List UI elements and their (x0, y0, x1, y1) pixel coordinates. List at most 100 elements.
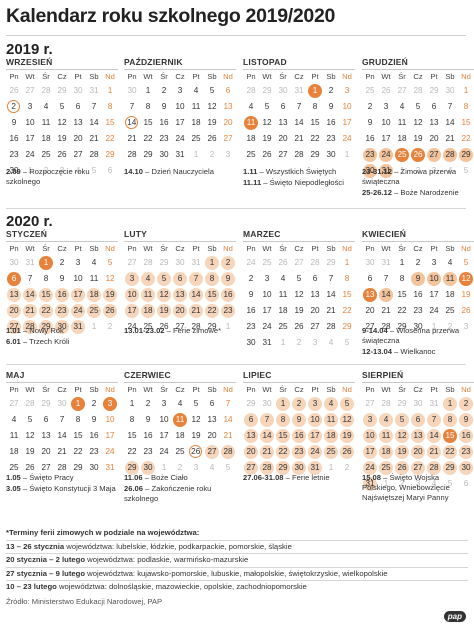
day-cell: 14 (323, 287, 339, 303)
weekday-label: Śr (42, 72, 50, 81)
weekday-label: Pn (9, 244, 19, 253)
day-number: 29 (397, 322, 407, 331)
day-number: 9 (91, 415, 97, 424)
day-number: 23 (292, 445, 306, 459)
day-cell: 1 (275, 396, 291, 412)
day-number: 12 (395, 429, 409, 443)
day-number: 1 (129, 399, 135, 408)
day-cell: 27 (6, 396, 22, 412)
day-number: 3 (308, 397, 322, 411)
day-cell: 20 (172, 303, 188, 319)
day-number: 28 (310, 258, 320, 267)
day-cell: 5 (188, 396, 204, 412)
day-number: 22 (73, 447, 83, 456)
day-cell: 17 (307, 428, 323, 444)
day-cell: 5 (291, 271, 307, 287)
event-note: 1.01 – Nowy Rok (6, 326, 116, 336)
day-number: 13 (173, 288, 187, 302)
day-cell: 9 (220, 271, 236, 287)
weekday-label: Pn (365, 72, 375, 81)
day-number: 25 (175, 447, 185, 456)
day-cell: 1 (38, 255, 54, 271)
day-number: 2 (248, 274, 254, 283)
day-cell: 31 (102, 460, 118, 476)
event-note: 1.05 – Święto Pracy (6, 473, 116, 483)
event-note: 14.10 – Dzień Nauczyciela (124, 167, 234, 177)
weekday-label: Wt (143, 72, 153, 81)
month-divider (243, 69, 355, 70)
weekday-label: Sb (207, 385, 217, 394)
day-cell: 14 (188, 287, 204, 303)
day-cell: 15 (204, 287, 220, 303)
day-cell: 13 (275, 115, 291, 131)
day-number: 1 (308, 84, 322, 98)
day-cell: 1 (220, 319, 236, 335)
day-cell: 11 (172, 412, 188, 428)
day-number: 16 (159, 118, 169, 127)
day-number: 5 (395, 413, 409, 427)
day-number: 26 (461, 306, 471, 315)
day-cell: 30 (259, 396, 275, 412)
day-cell: 1 (204, 255, 220, 271)
day-cell: 9 (140, 412, 156, 428)
day-number: 7 (129, 102, 135, 111)
day-number: 20 (365, 306, 375, 315)
day-cell: 5 (220, 460, 236, 476)
day-number: 21 (427, 445, 441, 459)
day-cell: 24 (259, 319, 275, 335)
day-cell: 29 (259, 83, 275, 99)
day-cell: 8 (70, 412, 86, 428)
weekday-label: Cz (413, 244, 423, 253)
day-number: 28 (57, 463, 67, 472)
weekday-label: Sb (326, 244, 336, 253)
day-cell: 13 (6, 287, 22, 303)
day-cell: 29 (458, 147, 474, 163)
day-number: 21 (260, 445, 274, 459)
day-cell: 17 (259, 303, 275, 319)
day-number: 23 (363, 148, 377, 162)
event-date: 11.11 (243, 178, 262, 187)
day-number: 4 (91, 258, 97, 267)
day-cell: 18 (442, 287, 458, 303)
day-number: 18 (278, 306, 288, 315)
day-number: 29 (41, 399, 51, 408)
day-number: 27 (244, 461, 258, 475)
day-cell: 24 (156, 444, 172, 460)
day-number: 25 (365, 86, 375, 95)
weekday-label: Pt (74, 385, 82, 394)
day-cell: 28 (442, 147, 458, 163)
day-number: 24 (105, 447, 115, 456)
day-cell: 14 (124, 115, 140, 131)
day-cell: 27 (243, 460, 259, 476)
day-number: 5 (264, 102, 270, 111)
day-cell: 31 (307, 460, 323, 476)
day-cell: 11 (140, 287, 156, 303)
day-number: 4 (141, 272, 155, 286)
day-number: 12 (57, 118, 67, 127)
weekday-label: Nd (105, 244, 115, 253)
month-name: MAJ (6, 370, 25, 380)
event-note: 3.05 – Święto Konstytucji 3 Maja (6, 484, 116, 494)
day-cell: 13 (38, 428, 54, 444)
day-number: 25 (246, 150, 256, 159)
day-number: 4 (328, 338, 334, 347)
event-text: – Święto Wojska Polskiego, Wniebowzięcie… (362, 473, 450, 502)
event-text: – Zakończenie roku szkolnego (124, 484, 212, 503)
weekday-label: Wt (381, 244, 391, 253)
day-number: 2 (209, 150, 215, 159)
weekday-label: Sb (445, 244, 455, 253)
month-name: CZERWIEC (124, 370, 171, 380)
weekday-label: Cz (57, 244, 67, 253)
day-cell: 8 (394, 271, 410, 287)
day-cell: 25 (243, 147, 259, 163)
day-cell: 19 (394, 444, 410, 460)
day-number: 6 (209, 399, 215, 408)
weekday-label: Nd (342, 385, 352, 394)
month-divider (6, 382, 118, 383)
day-cell: 17 (156, 428, 172, 444)
day-cell: 6 (410, 412, 426, 428)
day-number: 28 (326, 322, 336, 331)
day-number: 26 (57, 150, 67, 159)
day-number: 2 (367, 102, 373, 111)
weekday-label: Cz (57, 385, 67, 394)
